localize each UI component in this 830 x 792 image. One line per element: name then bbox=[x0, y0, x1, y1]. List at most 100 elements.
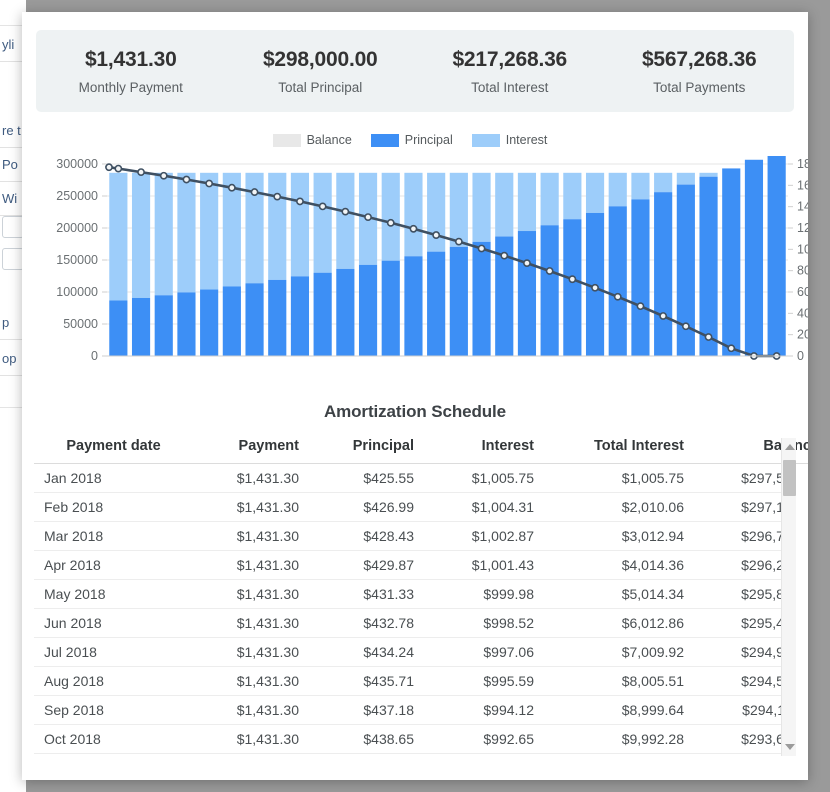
legend-item-principal[interactable]: Principal bbox=[370, 133, 453, 147]
chart-bar-interest bbox=[495, 172, 514, 237]
table-row[interactable]: Nov 2018$1,431.30$440.13$991.17$10,983.4… bbox=[34, 753, 796, 758]
chart-bar-principal bbox=[177, 292, 196, 356]
table-row[interactable]: Aug 2018 $1,431.30 $435.71 $995.59 $8,005.51… bbox=[34, 666, 796, 696]
table-cell: May 2018 bbox=[34, 579, 189, 609]
table-cell: $425.55 bbox=[309, 464, 424, 493]
chart-bar-principal bbox=[427, 251, 446, 356]
bg-sidebar-fragment-rate[interactable]: re t bbox=[0, 114, 26, 148]
chart-bar-interest bbox=[200, 172, 219, 290]
chart-balance-point bbox=[364, 213, 372, 222]
table-row[interactable]: Mar 2018 $1,431.30 $428.43 $1,002.87 $3,012.… bbox=[34, 521, 796, 551]
bg-sidebar-strip bbox=[0, 0, 26, 26]
scroll-down-arrow-icon[interactable] bbox=[782, 740, 797, 754]
total-interest-label: Total Interest bbox=[471, 79, 549, 95]
y-axis-left-tick-label: 200000 bbox=[56, 221, 98, 235]
table-cell: $1,431.30 bbox=[189, 521, 309, 551]
chart-bar-interest bbox=[109, 172, 128, 301]
chart-bar-principal bbox=[744, 159, 764, 356]
table-row[interactable]: Jun 2018 $1,431.30 $432.78 $998.52 $6,012.86… bbox=[34, 608, 796, 638]
chart-bar-interest bbox=[676, 172, 695, 185]
bg-sidebar-input-1[interactable] bbox=[2, 216, 24, 238]
table-cell: $1,431.30 bbox=[189, 637, 309, 667]
y-axis-right-tick-label: 12000 bbox=[797, 221, 808, 235]
table-header-row: Payment date Payment Principal Interest Tota… bbox=[34, 438, 808, 464]
bg-sidebar-input-2[interactable] bbox=[2, 248, 24, 270]
table-row[interactable]: Sep 2018 $1,431.30 $437.18 $994.12 $8,999.64… bbox=[34, 695, 796, 725]
summary-cell-total-payments: $567,268.36 Total Payments bbox=[605, 47, 795, 96]
chart-balance-point bbox=[477, 244, 486, 253]
y-axis-right-tick-label: 18000 bbox=[797, 157, 808, 171]
chart-bar-principal bbox=[109, 300, 128, 356]
y-axis-left-tick-label: 100000 bbox=[56, 285, 98, 299]
y-axis-right-tick-label: 10000 bbox=[797, 242, 808, 256]
chart-balance-point bbox=[227, 183, 236, 192]
chart-balance-point bbox=[591, 283, 599, 292]
monthly-payment-value: $1,431.30 bbox=[84, 47, 177, 71]
table-cell: Mar 2018 bbox=[34, 521, 189, 551]
table-column-header[interactable]: Payment date bbox=[34, 438, 189, 464]
total-payments-label: Total Payments bbox=[653, 79, 746, 95]
chart-balance-point bbox=[386, 218, 395, 227]
table-cell: $438.65 bbox=[309, 724, 424, 754]
legend-label: Interest bbox=[505, 133, 548, 147]
chart-bar-principal bbox=[540, 225, 559, 356]
chart-bar-interest bbox=[472, 172, 491, 242]
chart-bar-principal bbox=[517, 231, 537, 356]
legend-swatch-principal bbox=[370, 133, 399, 147]
chart-balance-point bbox=[114, 164, 123, 173]
y-axis-right-tick-label: 8000 bbox=[797, 264, 808, 278]
bg-sidebar-fragment-width[interactable]: Wi bbox=[0, 182, 26, 216]
table-cell: $9,992.28 bbox=[544, 724, 694, 754]
chart-balance-point bbox=[523, 259, 531, 268]
table-body-scroll-viewport[interactable]: Jan 2018 $1,431.30 $425.55 $1,005.75 $1,005.… bbox=[34, 464, 796, 758]
table-cell: $1,004.31 bbox=[424, 492, 544, 522]
chart-balance-point bbox=[105, 163, 113, 172]
table-cell: $440.13 bbox=[309, 753, 424, 758]
chart-balance-point bbox=[659, 312, 668, 320]
chart-bar-interest bbox=[131, 172, 151, 298]
legend-item-balance[interactable]: Balance bbox=[272, 133, 352, 147]
table-cell: $1,431.30 bbox=[189, 550, 309, 580]
table-row[interactable]: Oct 2018 $1,431.30 $438.65 $992.65 $9,992.28… bbox=[34, 724, 796, 754]
bg-sidebar-fragment-options[interactable]: op bbox=[0, 342, 26, 376]
chart-bar-interest bbox=[177, 172, 196, 293]
table-row[interactable]: Jul 2018 $1,431.30 $434.24 $997.06 $7,009.92… bbox=[34, 637, 796, 667]
table-cell: Jan 2018 bbox=[34, 464, 189, 493]
chart-bar-interest bbox=[268, 172, 287, 280]
table-cell: $434.24 bbox=[309, 637, 424, 667]
table-row[interactable]: May 2018 $1,431.30 $431.33 $999.98 $5,014.34… bbox=[34, 579, 796, 609]
chart-bar-principal bbox=[336, 268, 355, 356]
y-axis-left-tick-label: 0 bbox=[91, 349, 98, 363]
chart-balance-point bbox=[727, 344, 736, 353]
chart-bar-principal bbox=[676, 184, 695, 356]
table-cell: $429.87 bbox=[309, 550, 424, 580]
chart-svg: 0 50000 100000 150000 200000 250000 300000 0 200… bbox=[56, 156, 808, 363]
table-cell: $1,431.30 bbox=[189, 608, 309, 638]
chart-bar-interest bbox=[427, 172, 446, 252]
table-cell: $426.99 bbox=[309, 492, 424, 522]
y-axis-right-tick-label: 14000 bbox=[797, 200, 808, 214]
table-row[interactable]: Feb 2018 $1,431.30 $426.99 $1,004.31 $2,010.… bbox=[34, 492, 796, 522]
scroll-up-arrow-icon[interactable] bbox=[782, 440, 797, 454]
table-cell: $295,425.05 bbox=[694, 608, 796, 638]
table-scrollbar[interactable] bbox=[781, 438, 796, 756]
table-cell: $437.18 bbox=[309, 695, 424, 725]
bg-sidebar-fragment-points[interactable]: Po bbox=[0, 148, 26, 182]
chart-bar-principal bbox=[563, 219, 582, 356]
scrollbar-thumb[interactable] bbox=[783, 460, 796, 496]
y-axis-right-tick-label: 6000 bbox=[797, 285, 808, 299]
chart-bar-principal bbox=[631, 199, 650, 356]
table-column-header[interactable]: Payment bbox=[189, 438, 309, 464]
table-cell: $1,431.30 bbox=[189, 753, 309, 758]
table-column-header[interactable]: Principal bbox=[309, 438, 424, 464]
table-row[interactable]: Apr 2018 $1,431.30 $429.87 $1,001.43 $4,014.… bbox=[34, 550, 796, 580]
table-column-header[interactable]: Total Interest bbox=[544, 438, 694, 464]
amortization-table-body: Jan 2018 $1,431.30 $425.55 $1,005.75 $1,005.… bbox=[34, 464, 796, 758]
total-principal-value: $298,000.00 bbox=[262, 47, 378, 71]
legend-item-interest[interactable]: Interest bbox=[471, 133, 548, 147]
chart-plot-area: 0 50000 100000 150000 200000 250000 300000 0 200… bbox=[22, 156, 808, 378]
table-row[interactable]: Jan 2018 $1,431.30 $425.55 $1,005.75 $1,005.… bbox=[34, 464, 796, 493]
bg-sidebar-fragment-styling[interactable]: yli bbox=[0, 28, 26, 62]
table-column-header[interactable]: Interest bbox=[424, 438, 544, 464]
bg-sidebar-fragment-group[interactable]: p bbox=[0, 306, 26, 340]
